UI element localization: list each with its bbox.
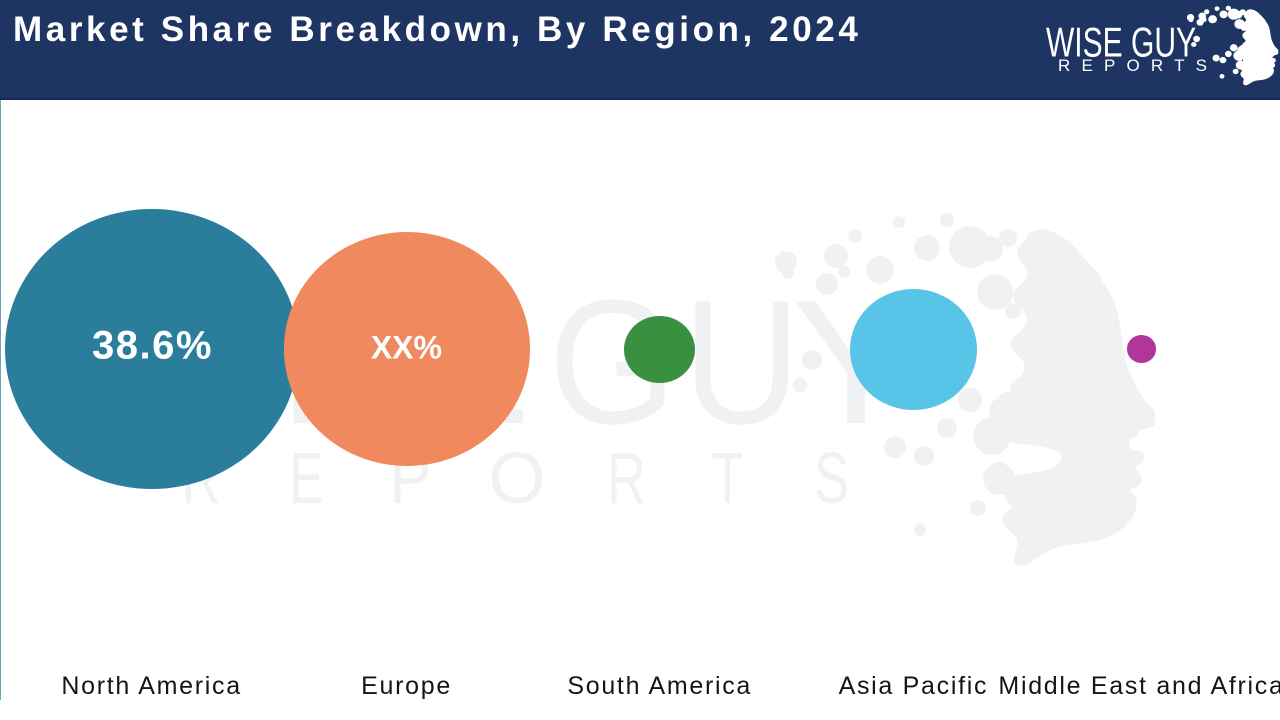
svg-text:O: O [488,439,545,519]
svg-text:WISE GUY: WISE GUY [1046,18,1196,65]
svg-text:S: S [814,439,849,519]
svg-text:U: U [683,264,801,462]
svg-text:R: R [607,439,646,519]
svg-text:T: T [712,439,744,519]
svg-text:E: E [289,439,324,519]
